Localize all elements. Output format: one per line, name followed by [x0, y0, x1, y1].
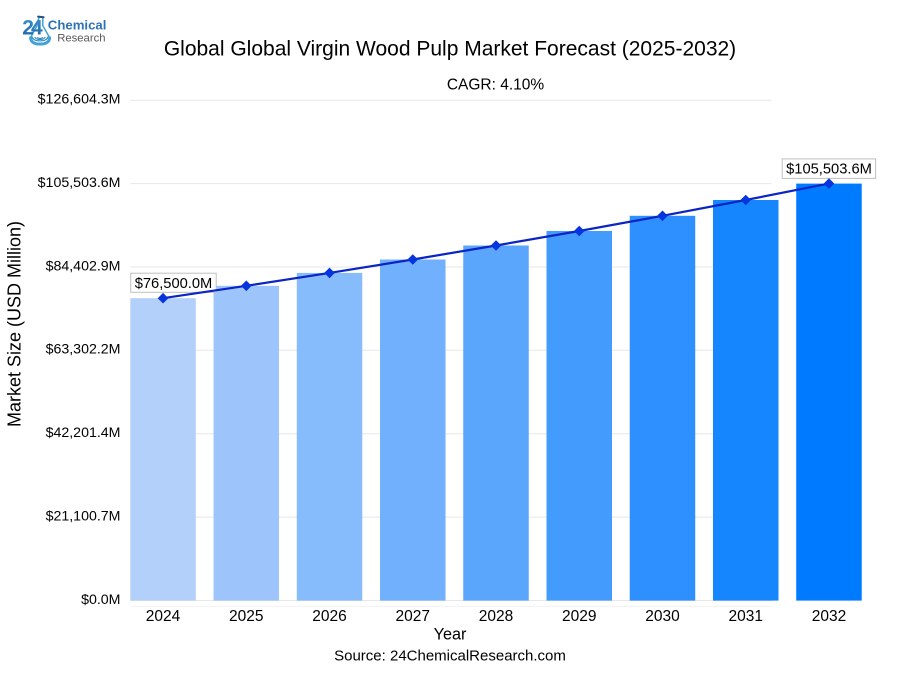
svg-text:2024: 2024: [146, 608, 181, 625]
svg-text:$76,500.0M: $76,500.0M: [135, 276, 213, 292]
svg-text:2028: 2028: [479, 608, 513, 625]
svg-text:$126,604.3M: $126,604.3M: [38, 92, 121, 108]
svg-text:$63,302.2M: $63,302.2M: [46, 342, 121, 358]
svg-text:CAGR: 4.10%: CAGR: 4.10%: [447, 77, 545, 94]
svg-text:24: 24: [22, 16, 43, 39]
svg-text:2030: 2030: [645, 608, 680, 625]
svg-text:Market Size (USD Million): Market Size (USD Million): [5, 221, 25, 427]
svg-text:2032: 2032: [812, 608, 846, 625]
svg-text:2029: 2029: [562, 608, 596, 625]
svg-text:$0.0M: $0.0M: [81, 592, 120, 608]
svg-text:Global Global Virgin Wood Pulp: Global Global Virgin Wood Pulp Market Fo…: [164, 37, 736, 60]
svg-text:$42,201.4M: $42,201.4M: [46, 425, 121, 441]
svg-text:2027: 2027: [396, 608, 430, 625]
svg-text:$105,503.6M: $105,503.6M: [786, 162, 872, 178]
svg-text:$84,402.9M: $84,402.9M: [46, 258, 121, 274]
svg-text:Chemical: Chemical: [48, 17, 107, 32]
svg-text:Year: Year: [434, 626, 467, 644]
svg-text:Research: Research: [57, 33, 105, 45]
svg-text:2025: 2025: [229, 608, 263, 625]
svg-text:$105,503.6M: $105,503.6M: [38, 175, 121, 191]
svg-text:2026: 2026: [312, 608, 346, 625]
svg-text:$21,100.7M: $21,100.7M: [46, 508, 121, 524]
svg-text:Source: 24ChemicalResearch.com: Source: 24ChemicalResearch.com: [334, 648, 566, 665]
svg-text:2031: 2031: [728, 608, 762, 625]
